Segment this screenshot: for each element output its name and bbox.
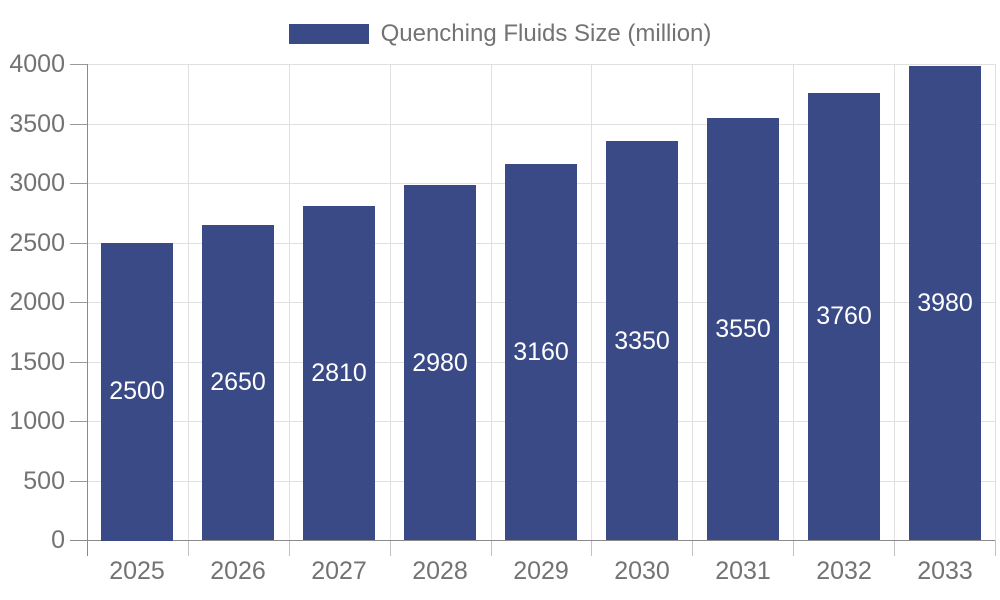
x-axis-tick-label: 2025 <box>109 557 165 585</box>
bar <box>202 225 274 540</box>
bar-value-label: 3550 <box>715 315 771 343</box>
y-axis-tick-label: 1000 <box>9 407 65 435</box>
y-axis-tick-label: 2000 <box>9 288 65 316</box>
y-axis-tick <box>70 481 87 482</box>
y-axis-tick <box>70 362 87 363</box>
x-axis-tick-label: 2026 <box>210 557 266 585</box>
bar <box>909 66 981 540</box>
bar <box>303 206 375 540</box>
gridline-horizontal <box>87 64 995 65</box>
gridline-vertical <box>289 64 290 540</box>
x-axis-tick-label: 2032 <box>816 557 872 585</box>
legend[interactable]: Quenching Fluids Size (million) <box>0 22 1000 46</box>
y-axis-tick-label: 1500 <box>9 348 65 376</box>
bar <box>707 118 779 540</box>
gridline-horizontal <box>87 124 995 125</box>
gridline-vertical <box>390 64 391 540</box>
bar <box>505 164 577 540</box>
bar-value-label: 2500 <box>109 377 165 405</box>
x-axis-tick-label: 2027 <box>311 557 367 585</box>
bar-value-label: 2810 <box>311 359 367 387</box>
bar <box>606 141 678 540</box>
y-axis-tick <box>70 124 87 125</box>
bar <box>808 93 880 540</box>
bar-value-label: 3350 <box>614 327 670 355</box>
bar-value-label: 3760 <box>816 302 872 330</box>
x-axis-tick <box>491 540 492 556</box>
x-axis-tick <box>390 540 391 556</box>
gridline-vertical <box>491 64 492 540</box>
bar <box>101 243 173 541</box>
gridline-vertical <box>894 64 895 540</box>
gridline-vertical <box>188 64 189 540</box>
legend-swatch-icon <box>288 24 369 44</box>
x-axis-tick <box>692 540 693 556</box>
y-axis-tick-label: 3500 <box>9 110 65 138</box>
x-axis-tick-label: 2030 <box>614 557 670 585</box>
y-axis-tick <box>70 64 87 65</box>
legend-label: Quenching Fluids Size (million) <box>380 20 712 47</box>
x-axis-tick <box>289 540 290 556</box>
bar-value-label: 2980 <box>412 349 468 377</box>
gridline-vertical <box>692 64 693 540</box>
x-axis-tick <box>188 540 189 556</box>
y-axis-tick-label: 3000 <box>9 169 65 197</box>
bar-value-label: 3980 <box>917 289 973 317</box>
gridline-vertical <box>995 64 996 540</box>
y-axis-tick <box>70 183 87 184</box>
x-axis-tick-label: 2031 <box>715 557 771 585</box>
y-axis-tick <box>70 243 87 244</box>
x-axis-tick-label: 2033 <box>917 557 973 585</box>
x-axis-tick-label: 2029 <box>513 557 569 585</box>
gridline-vertical <box>793 64 794 540</box>
bar-value-label: 2650 <box>210 368 266 396</box>
x-axis-tick <box>995 540 996 556</box>
x-axis-tick <box>793 540 794 556</box>
y-axis-tick <box>70 421 87 422</box>
y-axis-line <box>87 64 88 556</box>
y-axis-tick-label: 4000 <box>9 50 65 78</box>
gridline-vertical <box>591 64 592 540</box>
bar-value-label: 3160 <box>513 338 569 366</box>
y-axis-tick-label: 2500 <box>9 229 65 257</box>
x-axis-tick <box>894 540 895 556</box>
x-axis-line <box>70 540 995 541</box>
x-axis-tick <box>591 540 592 556</box>
y-axis-tick-label: 500 <box>23 467 65 495</box>
bar <box>404 185 476 540</box>
y-axis-tick <box>70 302 87 303</box>
x-axis-tick-label: 2028 <box>412 557 468 585</box>
y-axis-tick-label: 0 <box>51 526 65 554</box>
